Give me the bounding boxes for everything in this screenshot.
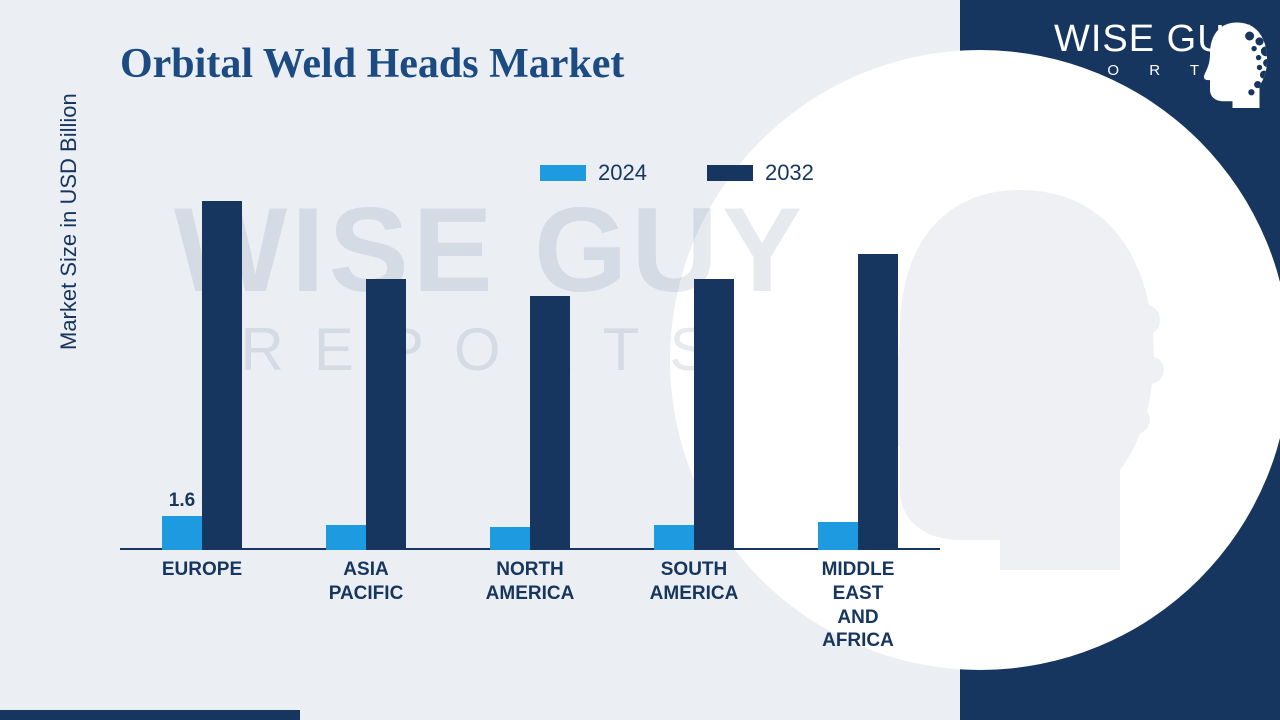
category-label: MIDDLEEASTANDAFRICA bbox=[776, 558, 940, 653]
legend-swatch-2024 bbox=[540, 165, 586, 181]
legend-item-2024: 2024 bbox=[540, 160, 647, 186]
legend-label-2024: 2024 bbox=[598, 160, 647, 186]
category-label: ASIAPACIFIC bbox=[284, 558, 448, 606]
bar: 1.6 bbox=[162, 516, 202, 550]
legend-item-2032: 2032 bbox=[707, 160, 814, 186]
bar bbox=[530, 296, 570, 550]
legend-swatch-2032 bbox=[707, 165, 753, 181]
bar bbox=[326, 525, 366, 550]
legend-label-2032: 2032 bbox=[765, 160, 814, 186]
bar-value-label: 1.6 bbox=[157, 490, 207, 512]
bottom-strip bbox=[0, 710, 300, 720]
bar bbox=[694, 279, 734, 550]
bar bbox=[654, 525, 694, 550]
bar bbox=[202, 201, 242, 550]
legend: 2024 2032 bbox=[540, 160, 814, 186]
bar-group bbox=[284, 279, 448, 550]
y-axis-label: Market Size in USD Billion bbox=[56, 93, 82, 350]
bar-group bbox=[448, 296, 612, 550]
bar bbox=[366, 279, 406, 550]
bar bbox=[490, 527, 530, 550]
category-label: NORTHAMERICA bbox=[448, 558, 612, 606]
category-label: SOUTHAMERICA bbox=[612, 558, 776, 606]
bar-group: 1.6 bbox=[120, 201, 284, 550]
bar-group bbox=[612, 279, 776, 550]
bar-group bbox=[776, 254, 940, 550]
chart-title: Orbital Weld Heads Market bbox=[120, 40, 624, 88]
bar bbox=[818, 522, 858, 550]
chart-plot: 1.6 bbox=[120, 190, 940, 550]
bar bbox=[858, 254, 898, 550]
brand-head-icon bbox=[1192, 18, 1280, 108]
category-label: EUROPE bbox=[120, 558, 284, 582]
